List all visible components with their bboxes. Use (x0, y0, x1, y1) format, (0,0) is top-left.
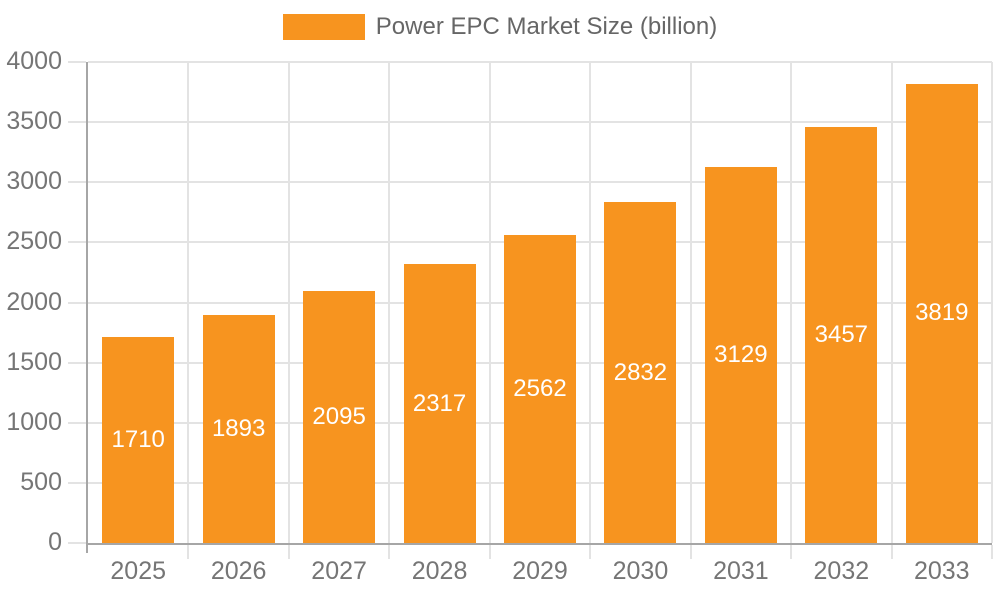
x-axis-tick (388, 545, 391, 559)
x-axis-tick (488, 545, 491, 559)
x-gridline (991, 62, 993, 543)
y-axis-tick-label: 1500 (6, 347, 62, 376)
x-axis-tick (589, 545, 592, 559)
x-axis-tick (991, 545, 993, 559)
y-axis-tick (68, 481, 86, 484)
x-axis-tick-label: 2033 (913, 557, 970, 585)
y-axis-tick (68, 361, 86, 364)
x-axis-tick-label: 2028 (411, 557, 468, 585)
bar: 1893 (202, 315, 275, 543)
bar: 3457 (805, 127, 878, 543)
bar: 2317 (403, 264, 476, 543)
x-axis-tick (689, 545, 692, 559)
bar: 2832 (604, 202, 677, 543)
x-axis-tick (890, 545, 893, 559)
chart-legend: Power EPC Market Size (billion) (0, 13, 1000, 41)
plot-area: 0 500 1000 1500 2000 2500 3000 3500 4000 1710 2025… (6, 49, 993, 585)
x-gridline (388, 62, 391, 543)
legend-swatch-icon (282, 14, 365, 40)
y-axis-line (86, 62, 88, 553)
x-axis-tick (790, 545, 793, 559)
x-gridline (488, 62, 491, 543)
y-axis-tick-label: 1000 (6, 407, 62, 436)
bar: 2095 (303, 291, 376, 543)
y-axis-tick (68, 301, 86, 304)
y-axis-tick (68, 241, 86, 244)
y-axis-tick-label: 2500 (6, 227, 62, 256)
y-axis-tick-label: 4000 (6, 47, 62, 75)
bar: 2562 (504, 234, 576, 543)
x-axis-tick (187, 545, 190, 559)
bar: 3819 (905, 83, 978, 543)
bar-value-label: 1893 (211, 415, 266, 443)
x-gridline (287, 62, 290, 543)
y-axis-tick-label: 0 (48, 528, 62, 556)
bar-value-label: 2317 (412, 389, 467, 417)
x-gridline (790, 62, 793, 543)
x-gridline (187, 62, 190, 543)
y-axis-tick-label: 3500 (6, 107, 62, 136)
x-axis-tick (287, 545, 290, 559)
y-gridline (88, 121, 992, 124)
x-axis-tick-label: 2029 (512, 557, 568, 585)
x-gridline (689, 62, 692, 543)
x-axis-tick-label: 2027 (311, 557, 367, 585)
y-axis-tick-label: 2000 (6, 287, 62, 316)
bar-value-label: 3129 (714, 340, 768, 368)
y-axis-tick (68, 121, 86, 124)
x-axis-tick-label: 2032 (813, 557, 870, 585)
y-axis-tick (68, 181, 86, 184)
x-gridline (589, 62, 592, 543)
y-axis-tick-label: 3000 (6, 167, 62, 196)
x-axis-line (86, 543, 992, 545)
y-axis-tick (68, 61, 86, 63)
x-axis-tick-label: 2030 (612, 557, 669, 585)
legend-label: Power EPC Market Size (billion) (375, 13, 718, 40)
x-axis-tick-label: 2031 (713, 557, 769, 585)
x-axis-tick-label: 2026 (210, 557, 267, 585)
bar-value-label: 3457 (814, 321, 869, 349)
bar: 3129 (704, 166, 777, 543)
y-axis-tick (68, 542, 86, 544)
x-axis-tick-label: 2025 (110, 557, 167, 585)
bar-value-label: 2095 (312, 403, 366, 431)
y-axis-tick (68, 421, 86, 424)
y-gridline (88, 61, 992, 63)
bar: 1710 (102, 337, 175, 543)
bar-value-label: 2832 (613, 358, 668, 386)
bar-value-label: 2562 (513, 374, 567, 402)
y-gridline (88, 181, 992, 184)
legend-item[interactable]: Power EPC Market Size (billion) (282, 13, 718, 41)
y-axis-tick-label: 500 (20, 467, 62, 496)
bar-value-label: 3819 (915, 299, 969, 327)
bar-value-label: 1710 (111, 426, 165, 454)
x-gridline (890, 62, 893, 543)
